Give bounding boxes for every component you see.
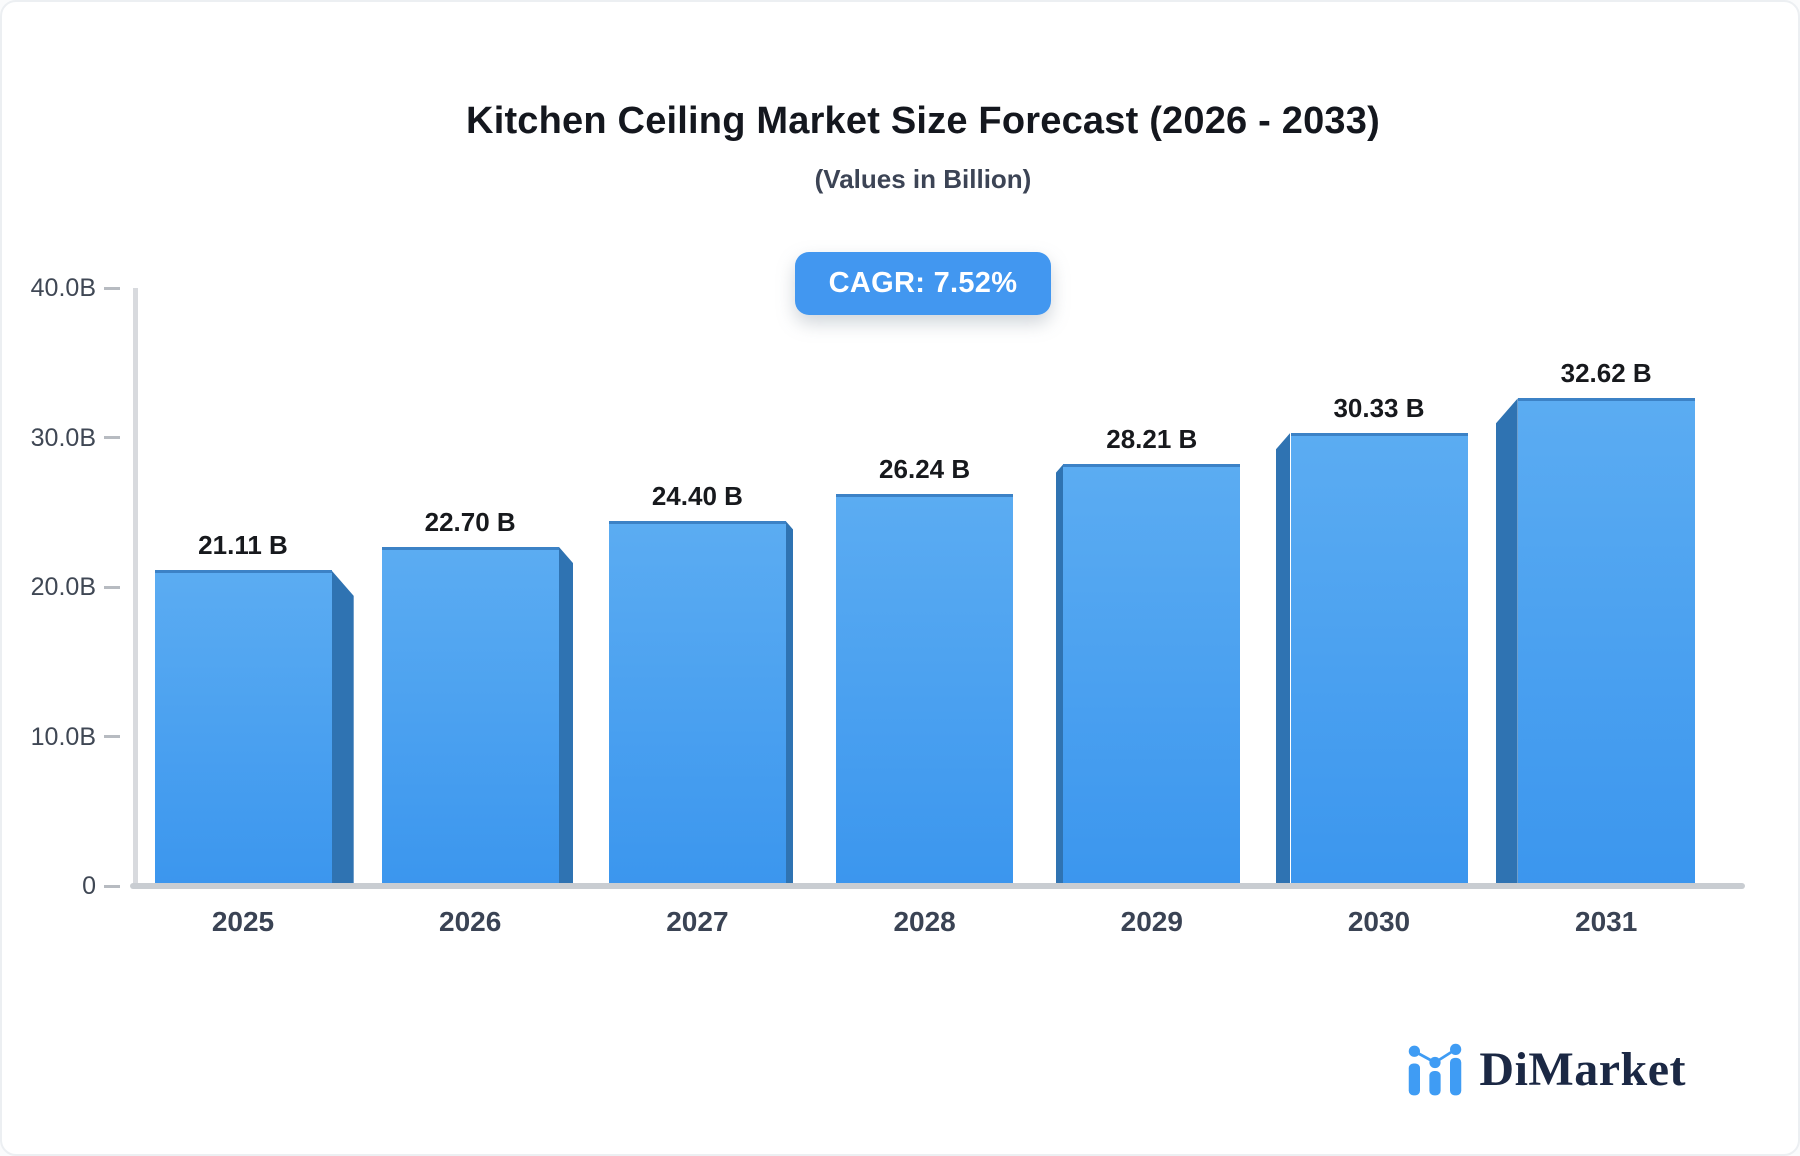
y-axis-label: 30.0B (30, 423, 96, 452)
bar-face[interactable] (1063, 464, 1241, 886)
x-axis-baseline (130, 883, 1745, 889)
y-axis-tick (104, 884, 120, 888)
bar-value-label: 28.21 B (1106, 424, 1198, 455)
bar-side (1055, 464, 1064, 886)
bar-side (331, 570, 354, 886)
bar-value-label: 22.70 B (424, 506, 516, 537)
y-axis-tick (104, 436, 120, 439)
chart-subtitle: (Values in Billion) (814, 164, 1032, 194)
y-axis-tick (104, 585, 120, 589)
brand-logo: DiMarket (1405, 1042, 1686, 1098)
bar-value-label: 26.24 B (879, 453, 971, 484)
bar-face[interactable] (154, 570, 332, 886)
bar-value-label: 30.33 B (1333, 392, 1425, 423)
y-axis-label: 40.0B (30, 274, 96, 302)
bar-line-chart-logo-icon (1409, 1043, 1462, 1096)
bar-face[interactable] (836, 493, 1014, 886)
bar-face[interactable] (381, 546, 559, 886)
brand-logo-text: DiMarket (1479, 1043, 1686, 1096)
x-axis-label: 2030 (1347, 906, 1411, 937)
y-axis-label: 0 (82, 872, 96, 900)
x-axis-label: 2031 (1575, 906, 1638, 937)
bar-side (785, 521, 794, 886)
bar-value-label: 21.11 B (198, 530, 288, 561)
x-axis-label: 2029 (1120, 906, 1183, 937)
bar-face[interactable] (1290, 432, 1468, 886)
y-axis-tick (104, 286, 120, 290)
y-axis-label: 20.0B (30, 573, 96, 601)
bar-value-label: 32.62 B (1560, 358, 1652, 389)
bar-face[interactable] (608, 521, 786, 886)
x-axis-label: 2027 (666, 906, 729, 937)
chart-title: Kitchen Ceiling Market Size Forecast (20… (466, 100, 1380, 142)
bar-face[interactable] (1517, 398, 1695, 886)
x-axis-label: 2028 (893, 906, 956, 937)
bar-side (1275, 432, 1291, 886)
x-axis-label: 2025 (211, 906, 275, 937)
y-axis-line (133, 288, 138, 886)
badge-row: CAGR: 7.52% (44, 252, 1798, 315)
bar-side (1495, 398, 1518, 886)
bar-value-label: 24.40 B (651, 481, 743, 512)
y-axis-tick (104, 735, 120, 738)
x-axis-label: 2026 (439, 906, 502, 937)
y-axis-label: 10.0B (30, 722, 96, 751)
cagr-badge: CAGR: 7.52% (794, 252, 1052, 315)
bar-side (558, 546, 574, 886)
